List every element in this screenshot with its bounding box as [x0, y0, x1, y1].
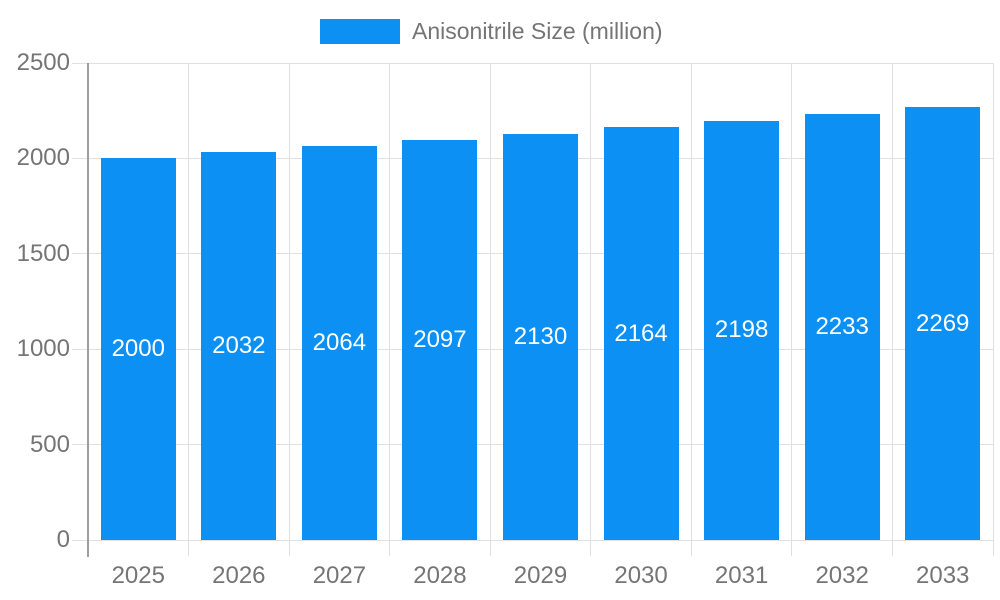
y-axis-tick-label: 1000 [16, 335, 70, 363]
legend-swatch [320, 19, 400, 44]
x-gridline [188, 63, 190, 556]
y-gridline [72, 62, 993, 64]
x-gridline [992, 63, 994, 556]
y-axis-tick-label: 2000 [16, 144, 70, 172]
x-gridline [489, 63, 491, 556]
legend[interactable]: Anisonitrile Size (million) [320, 18, 663, 45]
bar[interactable] [905, 107, 981, 540]
bar-value-label: 2130 [513, 322, 568, 350]
bar[interactable] [100, 158, 176, 540]
bar[interactable] [603, 127, 679, 540]
x-gridline [590, 63, 592, 556]
bar[interactable] [402, 139, 478, 540]
bar-value-label: 2198 [714, 316, 769, 344]
bar[interactable] [301, 146, 377, 540]
x-axis-tick-label: 2027 [312, 562, 367, 589]
bar-value-label: 2097 [413, 325, 467, 353]
bar-value-label: 2064 [312, 329, 367, 357]
x-gridline [288, 63, 290, 556]
y-axis-tick-label: 500 [29, 430, 70, 458]
x-gridline [690, 63, 692, 556]
bar[interactable] [704, 120, 780, 540]
bar[interactable] [503, 133, 578, 540]
bar-value-label: 2032 [212, 332, 266, 360]
y-gridline [72, 539, 993, 541]
y-axis-line [87, 63, 89, 557]
x-axis-tick-label: 2029 [513, 562, 568, 589]
x-axis-tick-label: 2032 [815, 562, 869, 589]
x-axis-tick-label: 2030 [614, 562, 668, 589]
bar[interactable] [201, 152, 277, 540]
x-gridline [791, 63, 793, 556]
x-gridline [389, 63, 391, 556]
x-axis-tick-label: 2033 [916, 562, 970, 589]
x-gridline [891, 63, 893, 556]
x-axis-tick-label: 2028 [413, 562, 467, 589]
legend-label: Anisonitrile Size (million) [412, 18, 663, 44]
bar-value-label: 2269 [916, 309, 970, 337]
x-axis-tick-label: 2031 [714, 562, 769, 589]
y-axis-tick-label: 1500 [16, 239, 70, 267]
y-axis-tick-label: 0 [56, 526, 70, 553]
bar[interactable] [804, 113, 880, 540]
y-axis-tick-label: 2500 [16, 49, 70, 76]
bar-value-label: 2164 [614, 319, 668, 347]
bar-value-label: 2000 [111, 335, 165, 363]
bar-value-label: 2233 [815, 312, 869, 340]
x-axis-tick-label: 2026 [212, 562, 266, 589]
x-axis-tick-label: 2025 [111, 562, 165, 589]
